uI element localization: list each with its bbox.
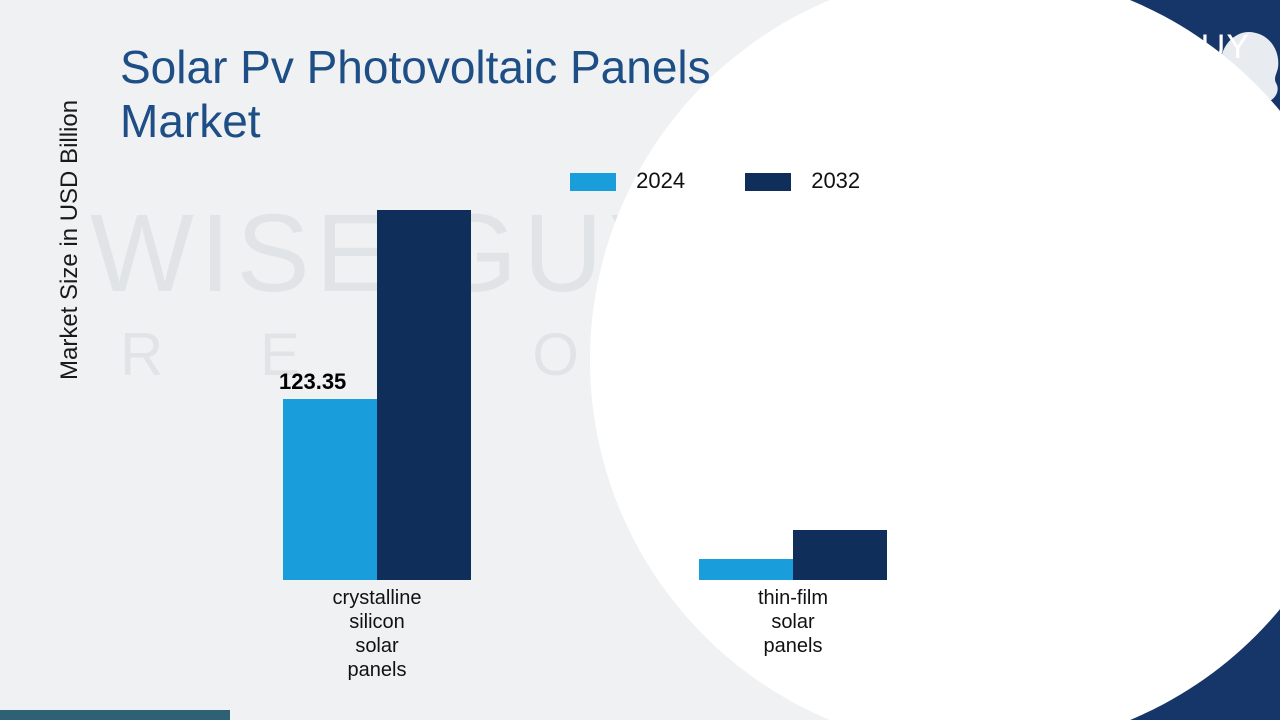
bar-group: crystallinesiliconsolarpanels xyxy=(262,210,492,580)
right-panel: WISEGUY R E P O R T S xyxy=(990,0,1280,720)
legend: 2024 2032 xyxy=(570,168,860,194)
bar-group: thin-filmsolarpanels xyxy=(678,210,908,580)
bar xyxy=(793,530,887,580)
legend-item-2024: 2024 xyxy=(570,168,685,194)
bar xyxy=(699,559,793,580)
legend-label-2024: 2024 xyxy=(636,168,685,193)
chart-title: Solar Pv Photovoltaic Panels Market xyxy=(120,40,840,148)
bar xyxy=(283,399,377,580)
category-label: crystallinesiliconsolarpanels xyxy=(262,586,492,682)
legend-swatch-2024 xyxy=(570,173,616,191)
stage: WISE GUY R E P O R T S WISEGUY R E P O R… xyxy=(0,0,1280,720)
bottom-accent-bar xyxy=(0,710,230,720)
legend-item-2032: 2032 xyxy=(745,168,860,194)
category-label: thin-filmsolarpanels xyxy=(678,586,908,658)
bar xyxy=(377,210,471,580)
y-axis-label: Market Size in USD Billion xyxy=(56,100,84,380)
legend-swatch-2032 xyxy=(745,173,791,191)
legend-label-2032: 2032 xyxy=(811,168,860,193)
bar-chart: crystallinesiliconsolarpanels thin-filmso… xyxy=(100,210,940,580)
brand-head-icon xyxy=(1214,30,1280,110)
value-label: 123.35 xyxy=(279,369,346,395)
